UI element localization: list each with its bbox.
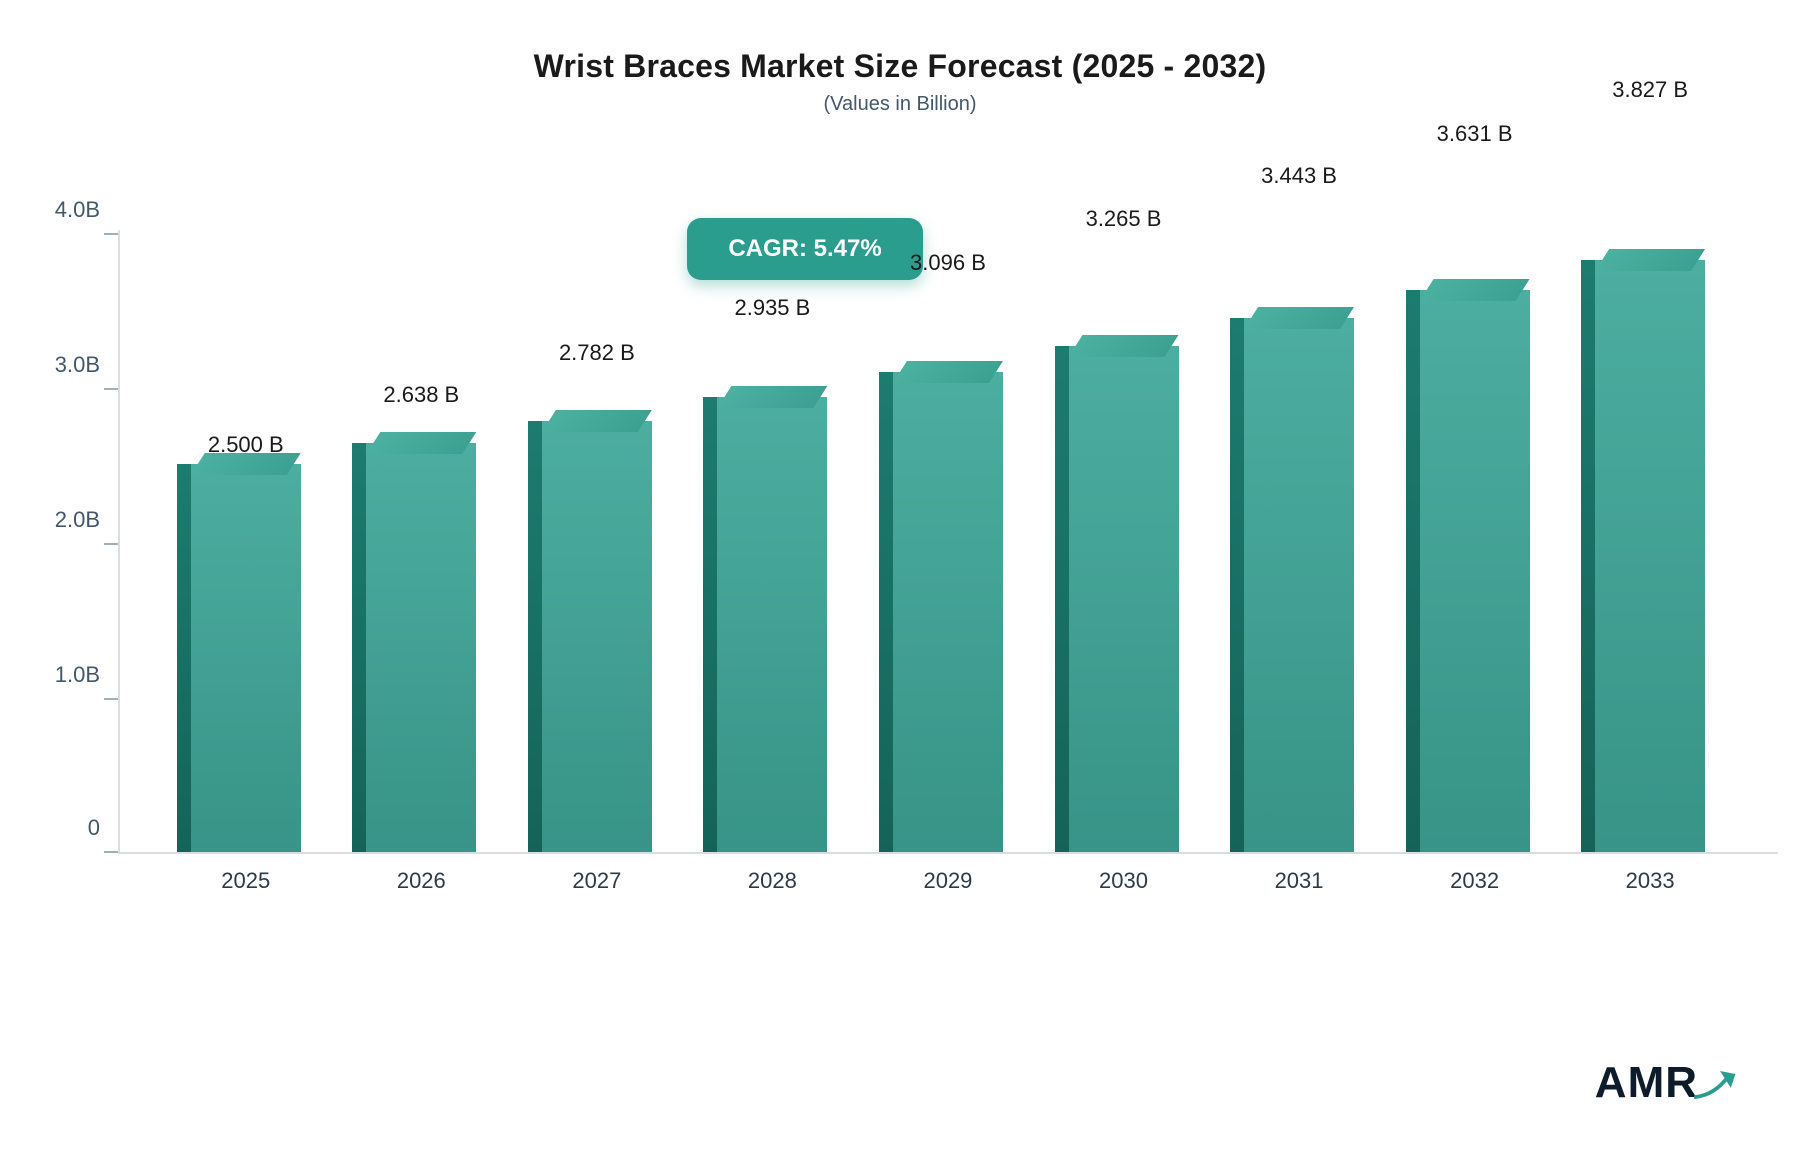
bar-value-label-2028: 2.935 B	[734, 295, 810, 321]
year-label-2033[interactable]: 2033	[1626, 868, 1675, 894]
year-label-2025[interactable]: 2025	[221, 868, 270, 894]
bar-group-2032[interactable]: 3.631 B 2032	[1410, 230, 1540, 852]
bar-2029[interactable]	[893, 372, 1003, 852]
bar-group-2027[interactable]: 2.782 B 2027	[532, 230, 662, 852]
bar-2026[interactable]	[366, 443, 476, 852]
bar-group-2028[interactable]: 2.935 B 2028	[707, 230, 837, 852]
bar-2033[interactable]	[1595, 260, 1705, 852]
y-axis: 0 1.0B 2.0B 3.0B 4.0B	[20, 230, 110, 850]
y-tick-3: 3.0B	[55, 352, 100, 378]
y-tick-0: 0	[88, 815, 100, 841]
y-tick-2: 2.0B	[55, 507, 100, 533]
bar-group-2033[interactable]: 3.827 B 2033	[1585, 230, 1715, 852]
year-label-2026[interactable]: 2026	[397, 868, 446, 894]
year-label-2027[interactable]: 2027	[572, 868, 621, 894]
bar-group-2026[interactable]: 2.638 B 2026	[356, 230, 486, 852]
x-axis-line	[118, 852, 1778, 854]
chart-subtitle: (Values in Billion)	[0, 93, 1800, 116]
bar-2030[interactable]	[1069, 346, 1179, 852]
bar-2027[interactable]	[542, 421, 652, 852]
trending-up-arrow-icon	[1694, 1066, 1740, 1102]
plot-area: 0 1.0B 2.0B 3.0B 4.0B 2.500 B 2025	[0, 230, 1800, 890]
y-tick-1: 1.0B	[55, 662, 100, 688]
bar-value-label-2029: 3.096 B	[910, 250, 986, 276]
bar-2031[interactable]	[1244, 318, 1354, 852]
year-label-2028[interactable]: 2028	[748, 868, 797, 894]
bar-value-label-2032: 3.631 B	[1437, 121, 1513, 147]
bar-group-2031[interactable]: 3.443 B 2031	[1234, 230, 1364, 852]
bar-2032[interactable]	[1420, 290, 1530, 852]
amr-logo-text: AMR	[1595, 1058, 1698, 1108]
bar-value-label-2033: 3.827 B	[1612, 77, 1688, 103]
chart-container: Wrist Braces Market Size Forecast (2025 …	[0, 0, 1800, 1156]
bar-group-2029[interactable]: 3.096 B 2029	[883, 230, 1013, 852]
bar-value-label-2030: 3.265 B	[1086, 206, 1162, 232]
bar-value-label-2031: 3.443 B	[1261, 163, 1337, 189]
bar-value-label-2026: 2.638 B	[383, 382, 459, 408]
bar-group-2030[interactable]: 3.265 B 2030	[1059, 230, 1189, 852]
year-label-2031[interactable]: 2031	[1275, 868, 1324, 894]
bar-value-label-2027: 2.782 B	[559, 340, 635, 366]
amr-logo: AMR	[1595, 1058, 1740, 1108]
year-label-2032[interactable]: 2032	[1450, 868, 1499, 894]
year-label-2029[interactable]: 2029	[923, 868, 972, 894]
bars-row: 2.500 B 2025 2.638 B 2026 2.782 B	[118, 230, 1778, 852]
bar-group-2025[interactable]: 2.500 B 2025	[181, 230, 311, 852]
bar-2025[interactable]	[191, 464, 301, 852]
year-label-2030[interactable]: 2030	[1099, 868, 1148, 894]
bar-2028[interactable]	[717, 397, 827, 852]
y-tick-4: 4.0B	[55, 197, 100, 223]
chart-title: Wrist Braces Market Size Forecast (2025 …	[0, 0, 1800, 85]
